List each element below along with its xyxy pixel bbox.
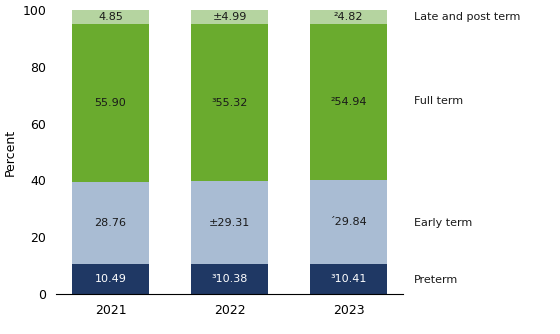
Bar (310, 180, 388, 265)
Text: ±29.31: ±29.31 (209, 218, 250, 228)
Bar (191, 24, 268, 181)
Bar (310, 24, 388, 180)
Bar (191, 10, 268, 24)
Text: Late and post term: Late and post term (414, 12, 520, 22)
Bar (72, 10, 149, 24)
Bar (191, 181, 268, 265)
Text: ²4.82: ²4.82 (334, 12, 363, 22)
Text: 28.76: 28.76 (95, 218, 127, 228)
Bar (72, 182, 149, 264)
Text: ´29.84: ´29.84 (330, 217, 367, 227)
Bar (310, 10, 388, 24)
Text: ³55.32: ³55.32 (212, 98, 248, 108)
Bar (191, 265, 268, 294)
Text: Early term: Early term (414, 218, 472, 228)
Text: 55.90: 55.90 (95, 98, 127, 108)
Text: 4.85: 4.85 (98, 12, 123, 22)
Text: ±4.99: ±4.99 (212, 12, 247, 22)
Text: Preterm: Preterm (414, 275, 458, 285)
Bar (72, 264, 149, 294)
Text: ³10.38: ³10.38 (212, 274, 248, 284)
Bar (310, 265, 388, 294)
Text: ³10.41: ³10.41 (330, 274, 367, 284)
Text: 10.49: 10.49 (95, 274, 127, 284)
Bar (72, 24, 149, 182)
Text: Full term: Full term (414, 96, 463, 106)
Y-axis label: Percent: Percent (4, 128, 17, 176)
Text: ²54.94: ²54.94 (330, 97, 367, 107)
